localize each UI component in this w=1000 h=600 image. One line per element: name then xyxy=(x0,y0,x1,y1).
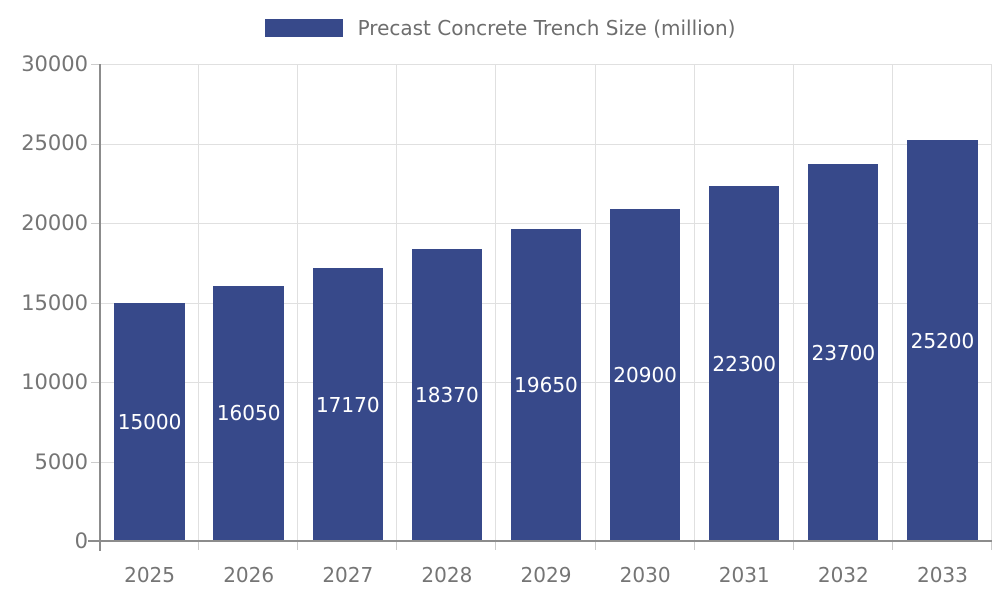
y-tick-label: 30000 xyxy=(21,52,88,76)
x-tick-mark xyxy=(396,542,398,550)
bar-2028[interactable]: 18370 xyxy=(411,248,483,541)
y-tick-label: 10000 xyxy=(21,369,88,394)
y-tick-mark xyxy=(91,223,99,225)
x-tick-label: 2033 xyxy=(916,563,968,587)
y-tick-mark xyxy=(91,461,99,463)
bar-cell: 15000 xyxy=(100,64,199,541)
x-tick-label: 2028 xyxy=(421,563,473,587)
x-tick-label: 2027 xyxy=(322,563,374,587)
v-gridline xyxy=(297,64,299,541)
bar-2029[interactable]: 19650 xyxy=(510,228,582,541)
bar-2025[interactable]: 15000 xyxy=(114,302,185,541)
bar-cell: 19650 xyxy=(496,64,595,541)
y-tick-label: 25000 xyxy=(21,131,88,156)
x-tick-mark xyxy=(891,542,893,550)
bar-2027[interactable]: 17170 xyxy=(312,268,383,541)
h-gridline xyxy=(100,64,992,65)
x-tick-mark xyxy=(991,542,992,550)
h-gridline xyxy=(100,223,992,225)
x-tick-mark xyxy=(594,542,596,550)
x-tick-mark xyxy=(693,542,695,550)
x-tick-label: 2031 xyxy=(718,563,770,587)
bar-2032[interactable]: 23700 xyxy=(808,164,879,541)
bar-2033[interactable]: 25200 xyxy=(907,140,978,541)
bar-value-label: 15000 xyxy=(117,409,182,434)
x-axis-labels: 2025 2026 2027 2028 2029 2030 2031 2032 2033 xyxy=(100,560,992,590)
v-gridline xyxy=(396,64,398,541)
bar-cell: 23700 xyxy=(794,64,893,541)
v-gridline xyxy=(792,64,794,541)
y-tick-mark xyxy=(91,302,99,304)
bar-value-label: 19650 xyxy=(514,372,578,397)
v-gridline xyxy=(198,64,200,541)
x-tick-label: 2032 xyxy=(817,563,869,587)
h-gridline xyxy=(100,143,992,145)
bar-value-label: 17170 xyxy=(315,392,380,417)
x-tick-label: 2025 xyxy=(124,563,175,587)
bar-2031[interactable]: 22300 xyxy=(709,186,780,541)
bar-cell: 20900 xyxy=(596,64,695,541)
x-tick-mark xyxy=(198,542,200,550)
bar-value-label: 16050 xyxy=(216,401,281,426)
v-gridline xyxy=(991,64,992,541)
x-tick-label: 2030 xyxy=(619,563,671,587)
bar-cell: 25200 xyxy=(893,64,992,541)
bar-cell: 18370 xyxy=(397,64,496,541)
bar-value-label: 25200 xyxy=(910,328,975,353)
v-gridline xyxy=(693,64,695,541)
bar-cell: 22300 xyxy=(695,64,794,541)
y-tick-label: 20000 xyxy=(21,210,88,235)
x-tick-mark xyxy=(495,542,497,550)
bar-2030[interactable]: 20900 xyxy=(609,208,681,541)
y-tick-label: 0 xyxy=(74,529,88,553)
y-tick-label: 15000 xyxy=(21,290,88,315)
bar-value-label: 20900 xyxy=(613,362,677,387)
plot-area: 15000 16050 17170 18370 19650 20900 22300 23700… xyxy=(88,64,992,551)
x-tick-label: 2029 xyxy=(520,563,572,587)
v-gridline xyxy=(594,64,596,541)
bar-value-label: 23700 xyxy=(811,340,876,365)
y-axis-labels: 0 5000 10000 15000 20000 25000 30000 xyxy=(0,52,88,553)
y-axis-line xyxy=(99,64,101,551)
v-gridline xyxy=(495,64,497,541)
y-tick-mark xyxy=(91,382,99,384)
bar-value-label: 18370 xyxy=(415,382,479,407)
bar-value-label: 22300 xyxy=(712,351,776,376)
v-gridline xyxy=(891,64,893,541)
bar-cell: 16050 xyxy=(199,64,298,541)
bar-cell: 17170 xyxy=(298,64,397,541)
x-tick-label: 2026 xyxy=(223,563,275,587)
x-tick-mark xyxy=(792,542,794,550)
x-tick-mark xyxy=(297,542,299,550)
legend[interactable]: Precast Concrete Trench Size (million) xyxy=(0,16,1000,40)
y-tick-mark xyxy=(91,143,99,145)
y-tick-mark xyxy=(91,64,99,65)
bar-2026[interactable]: 16050 xyxy=(213,285,284,541)
x-axis-line xyxy=(88,540,992,542)
legend-label: Precast Concrete Trench Size (million) xyxy=(357,16,736,40)
legend-swatch xyxy=(264,19,343,37)
y-tick-label: 5000 xyxy=(34,449,88,474)
